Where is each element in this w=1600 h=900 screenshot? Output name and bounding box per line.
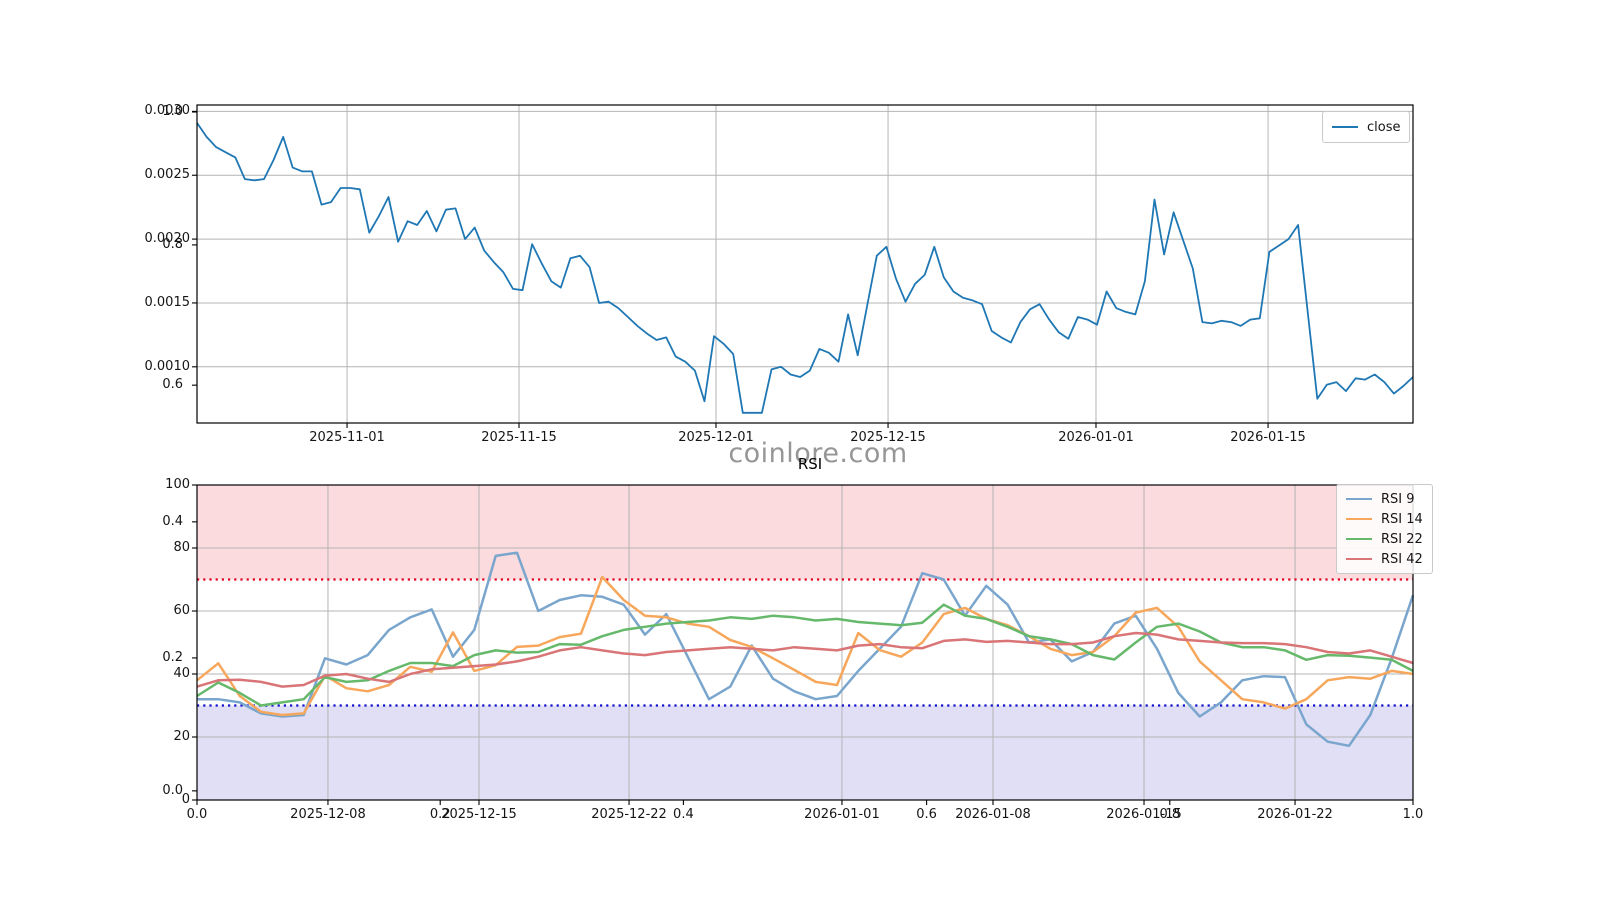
y-tick-label: 0.0030 [144,103,191,119]
y-tick-label: 0.0015 [144,294,191,310]
legend-line-sample [1346,518,1372,520]
price-legend: close [1322,111,1411,143]
x-tick-label: 2025-11-15 [481,430,557,445]
y-tick-label: 100 [165,477,190,492]
legend-label: RSI 9 [1381,491,1415,507]
plot-border [196,484,1414,801]
legend-item: close [1332,117,1400,137]
legend-label: RSI 42 [1381,551,1423,567]
x-tick-label: 2025-11-01 [309,430,385,445]
watermark: coinlore.com [728,438,908,469]
x-tick-label-secondary: 0.8 [1159,807,1181,822]
x-tick-label: 2025-12-15 [850,430,926,445]
legend-line-sample [1346,498,1372,500]
rsi-chart-title: RSI [797,455,823,473]
rsi-legend: RSI 9 RSI 14 RSI 22 RSI 42 [1336,484,1433,574]
rsi-42-line [196,631,1414,688]
close-line [196,122,1414,414]
rsi-14-line [196,575,1414,717]
x-tick-label-secondary: 1.0 [1402,807,1424,822]
x-tick-label: 2025-12-01 [678,430,754,445]
rsi-plot [192,484,1415,805]
rsi-9-line [197,551,1415,748]
y-tick-label-secondary: 1.0 [162,103,183,119]
x-tick-label: 2026-01-01 [1058,430,1134,445]
legend-item: RSI 14 [1346,509,1423,529]
y-tick-label-secondary: 0.2 [162,649,183,665]
x-tick-label: 2026-01-15 [1230,430,1306,445]
x-tick-label-secondary: 0.2 [429,807,451,822]
x-tick-label-secondary: 0.0 [186,807,208,822]
legend-line-sample [1346,558,1372,560]
y-tick-label: 0.0020 [144,231,191,247]
overbought-band [197,485,1413,580]
y-tick-label-secondary: 0.6 [162,377,183,393]
legend-item: RSI 42 [1346,549,1423,569]
legend-item: RSI 9 [1346,489,1423,509]
y-tick-label-secondary: 0.4 [162,513,183,529]
y-tick-label: 60 [173,603,190,618]
oversold-band [197,705,1413,800]
y-tick-label: 20 [173,729,190,744]
legend-label: close [1367,119,1401,135]
rsi-22-line [196,603,1414,707]
x-tick-label: 2026-01-15 [1106,807,1182,822]
plot-border [196,104,1414,424]
x-tick-label: 2026-01-22 [1257,807,1333,822]
y-tick-label: 80 [173,540,190,555]
y-tick-label: 40 [173,666,190,681]
y-tick-label: 0.0025 [144,167,191,183]
legend-item: RSI 22 [1346,529,1423,549]
legend-label: RSI 22 [1381,531,1423,547]
y-tick-label-secondary: 0.0 [162,782,183,798]
x-tick-label-secondary: 0.6 [916,807,937,822]
x-tick-label: 2026-01-01 [804,807,880,822]
x-tick-label: 2025-12-15 [441,807,517,822]
y-tick-label: 0 [181,792,190,807]
price-plot [192,104,1414,428]
legend-label: RSI 14 [1381,511,1423,527]
x-tick-label: 2025-12-08 [290,807,366,822]
x-tick-label: 2025-12-22 [591,807,667,822]
legend-line-sample [1346,538,1372,540]
y-tick-label: 0.0010 [144,358,191,374]
x-tick-label-secondary: 0.4 [673,807,694,822]
y-tick-label-secondary: 0.8 [162,236,183,252]
legend-line-sample [1332,126,1358,128]
x-tick-label: 2026-01-08 [955,807,1031,822]
